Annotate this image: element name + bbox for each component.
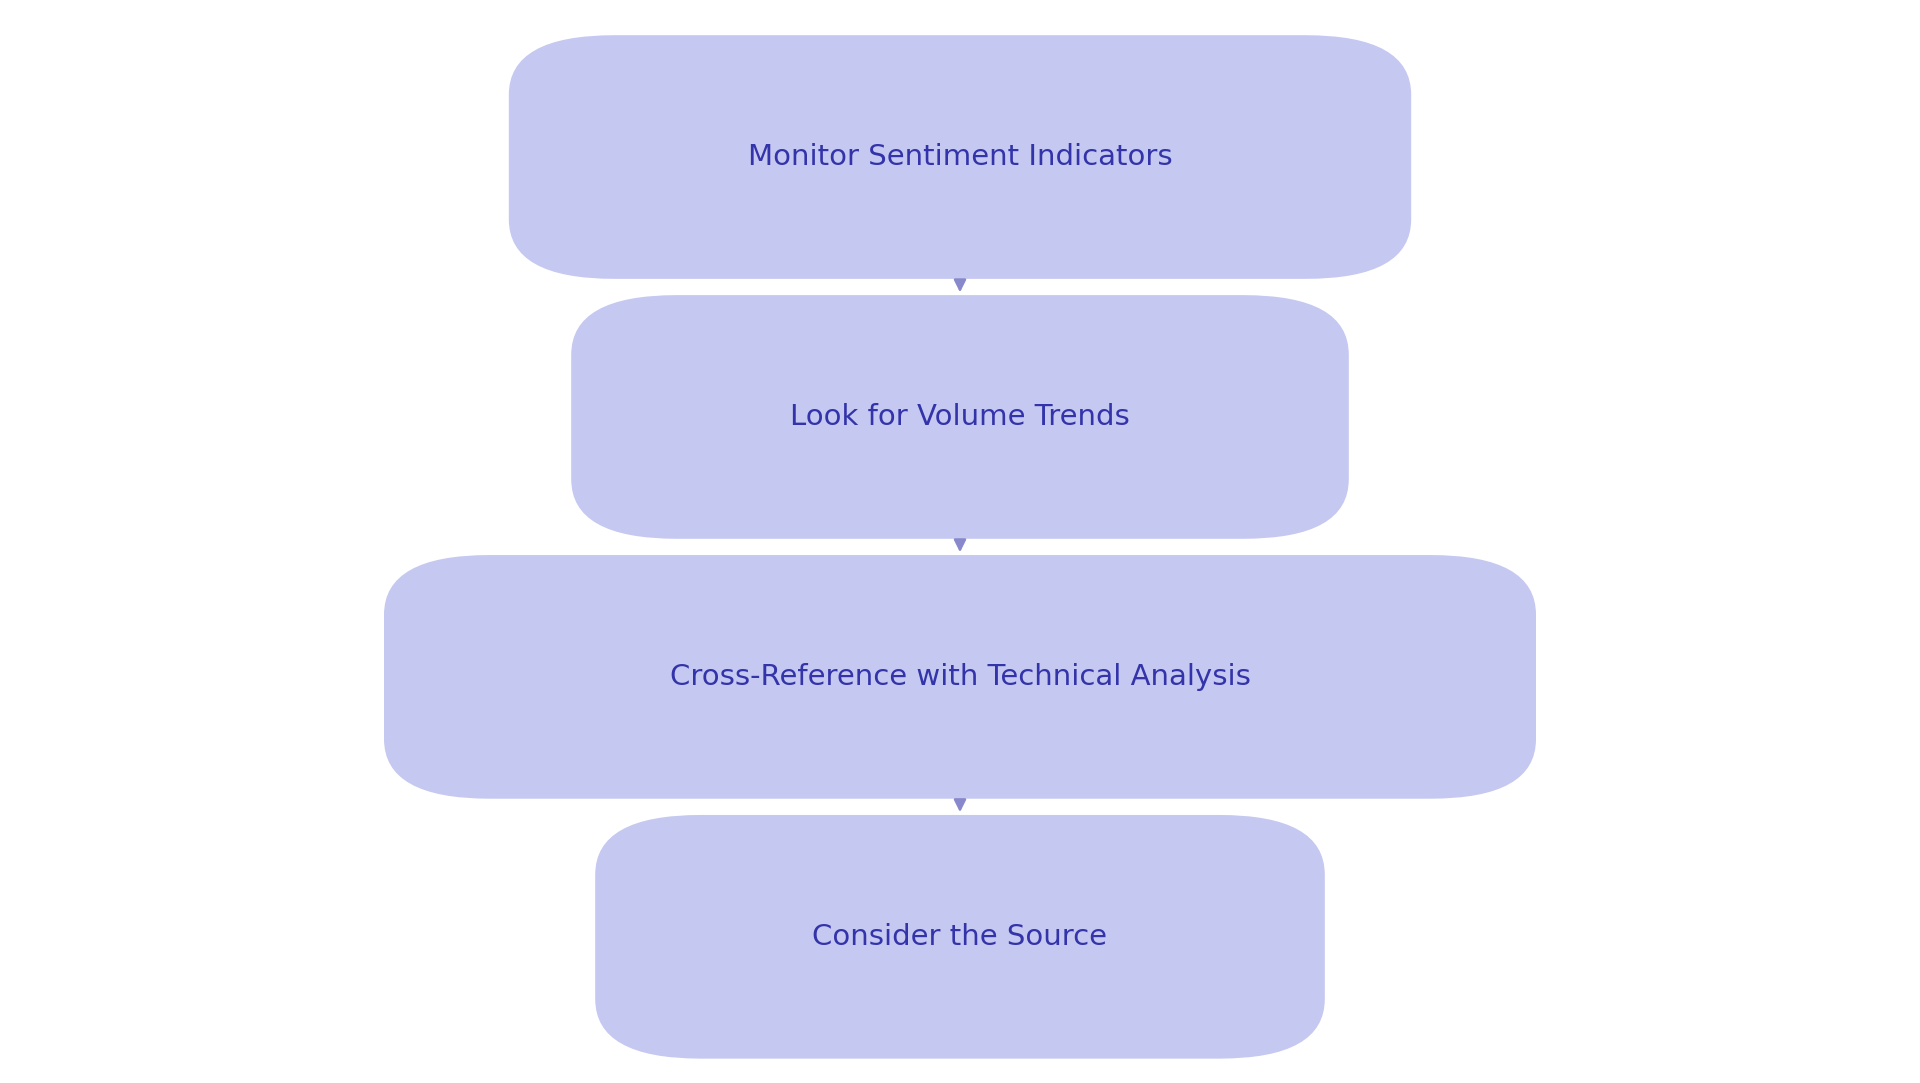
Text: Monitor Sentiment Indicators: Monitor Sentiment Indicators [747, 143, 1173, 171]
FancyBboxPatch shape [384, 554, 1536, 799]
Text: Look for Volume Trends: Look for Volume Trends [791, 403, 1129, 431]
FancyBboxPatch shape [572, 296, 1348, 539]
Text: Consider the Source: Consider the Source [812, 923, 1108, 951]
FancyBboxPatch shape [509, 35, 1411, 279]
FancyBboxPatch shape [595, 814, 1325, 1059]
Text: Cross-Reference with Technical Analysis: Cross-Reference with Technical Analysis [670, 663, 1250, 691]
